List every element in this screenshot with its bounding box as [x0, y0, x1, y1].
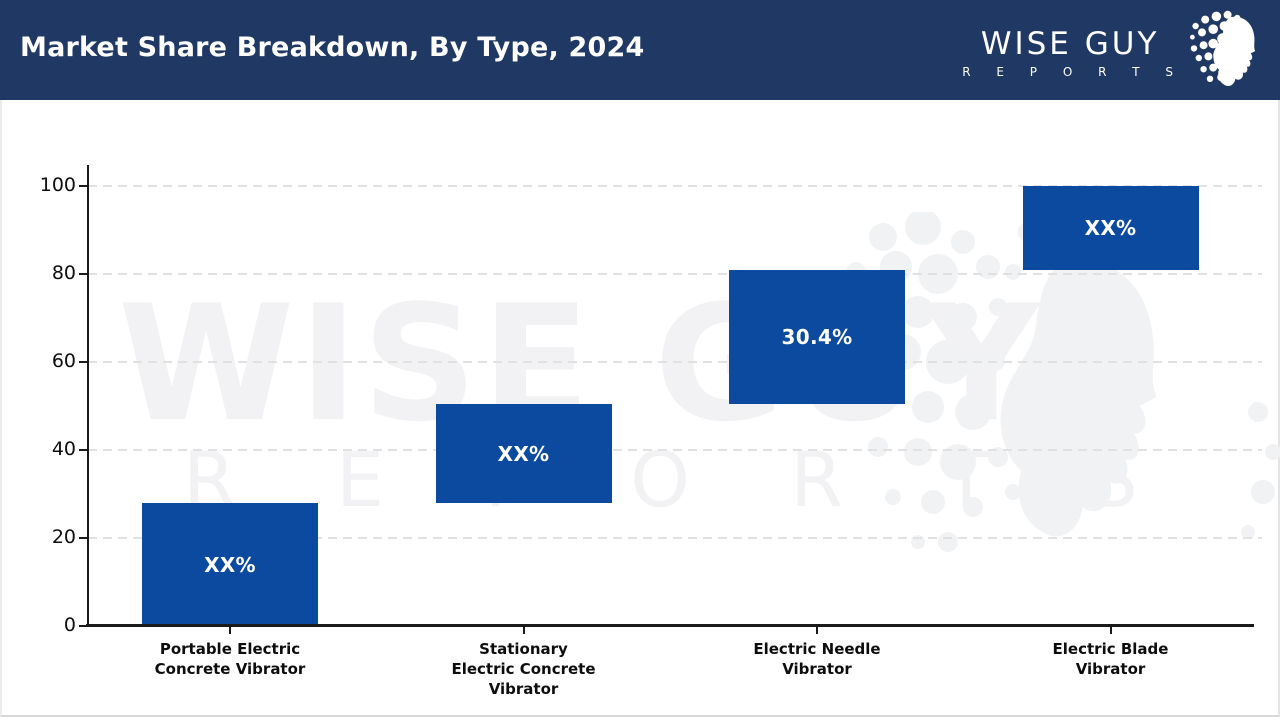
y-axis-line	[87, 165, 89, 627]
logo-text: WISE GUY R E P O R T S	[956, 21, 1184, 80]
y-tick-mark	[79, 449, 87, 451]
y-tick-mark	[79, 537, 87, 539]
x-tick-mark	[229, 627, 231, 634]
y-tick-mark	[79, 185, 87, 187]
y-tick-label: 40	[51, 438, 76, 460]
bar-segment[interactable]: XX%	[142, 503, 318, 626]
bar-value-label: XX%	[1084, 216, 1137, 241]
y-gridline	[88, 537, 1262, 539]
y-gridline	[88, 449, 1262, 451]
logo-face-profile	[1213, 16, 1256, 87]
bar-segment[interactable]: 30.4%	[729, 270, 905, 405]
y-tick-label: 100	[39, 174, 76, 196]
x-category-label: Stationary Electric Concrete Vibrator	[451, 640, 596, 698]
bar-segment[interactable]: XX%	[1022, 186, 1199, 271]
y-gridline	[88, 273, 1262, 275]
watermark-face-profile	[1000, 259, 1157, 537]
bar-value-label: 30.4%	[781, 325, 853, 350]
y-tick-label: 20	[51, 526, 76, 548]
y-tick-label: 60	[51, 350, 76, 372]
header-band: Market Share Breakdown, By Type, 2024 WI…	[0, 0, 1280, 100]
y-tick-mark	[79, 625, 87, 627]
logo-wordmark: WISE GUY	[980, 25, 1160, 62]
y-gridline	[88, 361, 1262, 363]
y-tick-label: 80	[51, 262, 76, 284]
x-tick-mark	[816, 627, 818, 634]
page-title: Market Share Breakdown, By Type, 2024	[20, 31, 645, 63]
page-border	[0, 100, 1280, 717]
logo-dotted-head-icon	[1190, 10, 1256, 87]
y-gridline	[88, 185, 1262, 187]
bar-value-label: XX%	[204, 552, 256, 577]
x-category-label: Portable Electric Concrete Vibrator	[154, 640, 306, 678]
y-tick-mark	[79, 273, 87, 275]
bar-value-label: XX%	[497, 441, 550, 466]
x-category-label: Electric Needle Vibrator	[753, 640, 881, 678]
wise-guy-reports-logo: WISE GUY R E P O R T S	[956, 0, 1266, 100]
y-tick-label: 0	[63, 614, 76, 636]
y-tick-mark	[79, 361, 87, 363]
x-tick-mark	[1109, 627, 1112, 634]
x-axis-line	[86, 624, 1254, 627]
x-category-label: Electric Blade Vibrator	[1052, 640, 1169, 678]
x-tick-mark	[522, 627, 525, 634]
logo-subtitle: R E P O R T S	[962, 64, 1184, 79]
bar-segment[interactable]: XX%	[435, 404, 612, 504]
